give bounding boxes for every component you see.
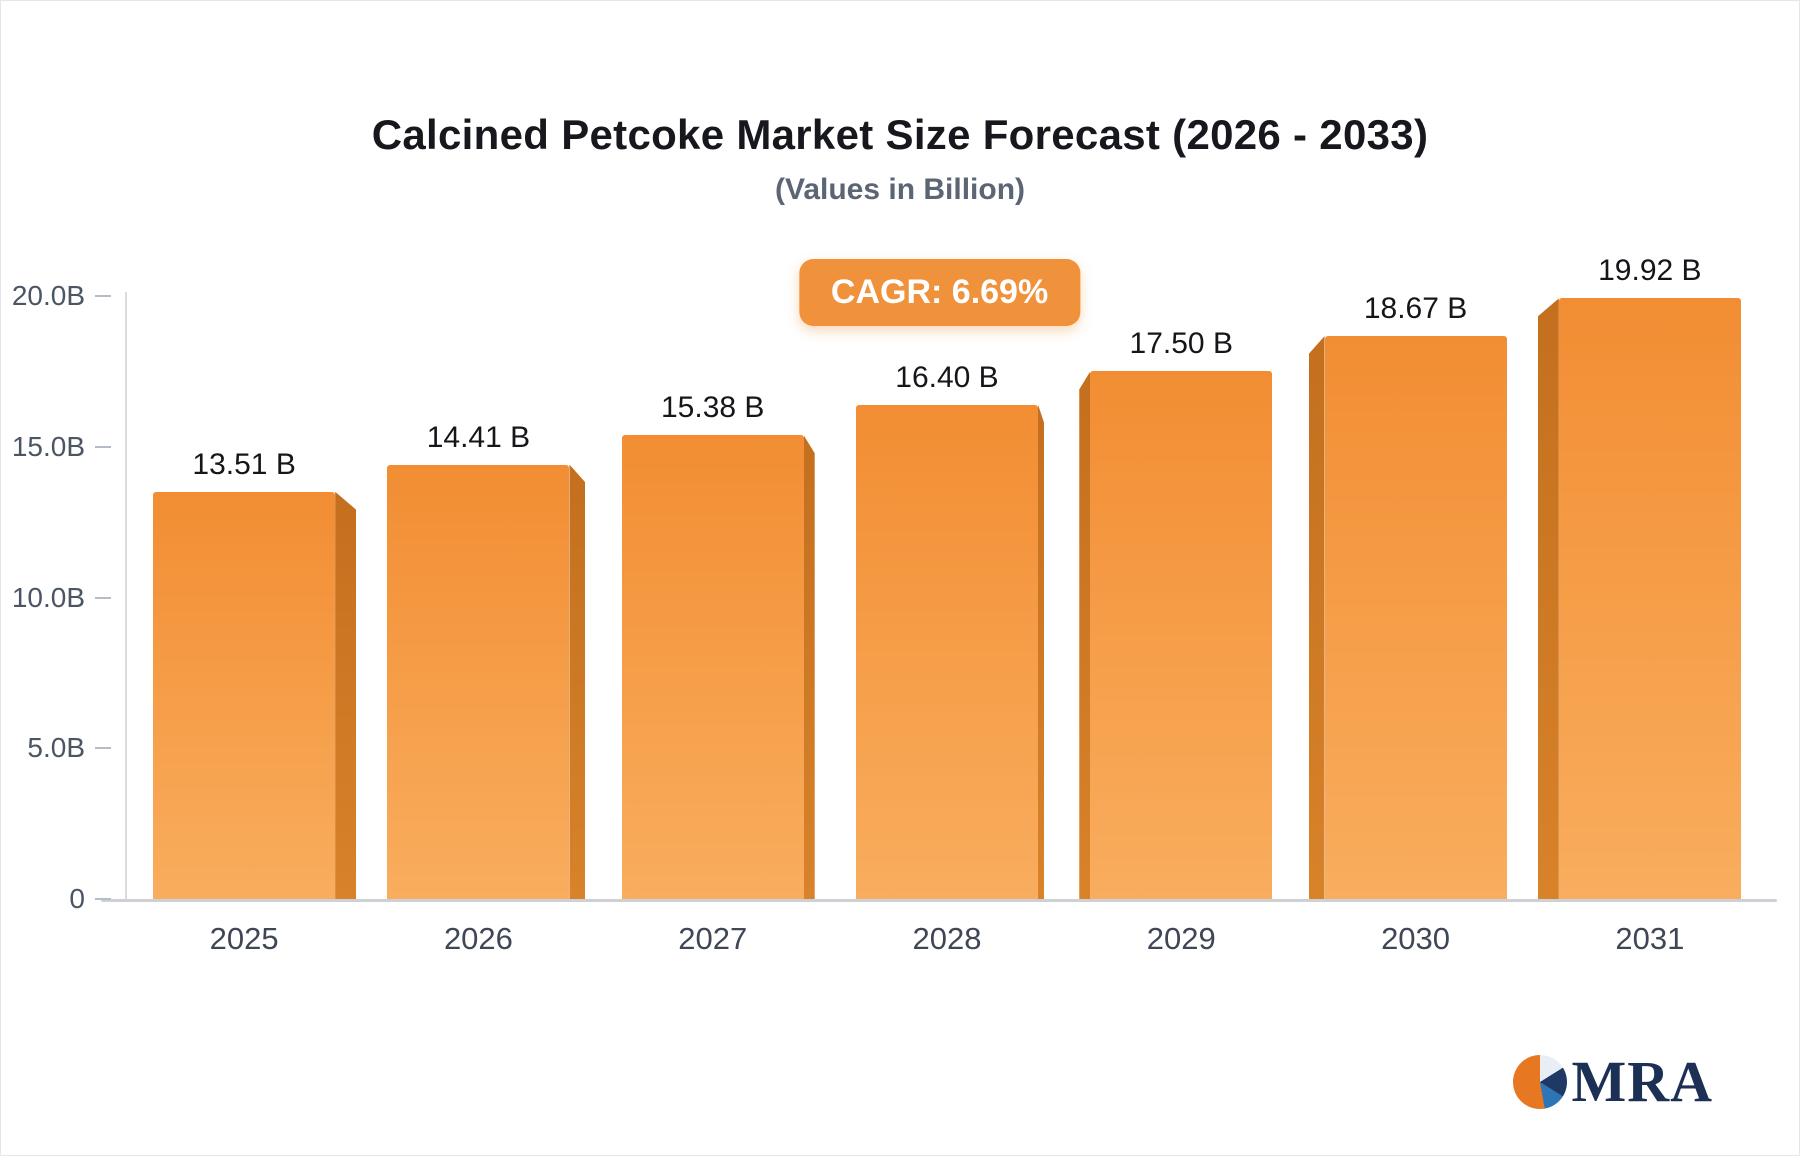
bar	[387, 464, 586, 899]
bar-side-face	[1308, 336, 1325, 899]
bars-container: 13.51 B 14.41 B 15.38 B 16.40 B 17.50 B 18.67…	[127, 254, 1767, 899]
bar	[621, 435, 815, 899]
mra-logo-text: MRA	[1571, 1049, 1713, 1114]
y-tick-mark	[95, 596, 111, 599]
bar-value-label: 17.50 B	[1129, 327, 1233, 361]
mra-pie-icon	[1513, 1055, 1568, 1109]
y-tick-label: 15.0B	[11, 430, 85, 462]
bar-slot: 17.50 B	[1064, 296, 1298, 899]
bar-slot: 13.51 B	[127, 296, 361, 899]
y-tick-label: 10.0B	[11, 581, 85, 613]
cagr-badge: CAGR: 6.69%	[798, 259, 1081, 326]
x-axis-label: 2027	[678, 921, 748, 956]
x-axis-label: 2029	[1146, 921, 1216, 956]
y-tick-mark	[95, 445, 111, 448]
bar-slot: 14.41 B	[361, 296, 595, 899]
x-axis-labels: 2025 2026 2027 2028 2029 2030 2031	[127, 921, 1767, 957]
bar-side-face	[1037, 404, 1044, 899]
mra-logo: MRA	[1513, 1053, 1713, 1111]
bar	[153, 491, 357, 899]
x-axis-line	[101, 899, 1777, 902]
bar-value-label: 15.38 B	[660, 391, 765, 425]
bar-value-label: 13.51 B	[192, 447, 296, 481]
bar-value-label: 18.67 B	[1363, 292, 1468, 326]
cagr-badge-label: CAGR: 6.69%	[830, 273, 1049, 311]
bar-value-label: 14.41 B	[426, 420, 531, 454]
bar-side-face	[1537, 298, 1559, 899]
x-axis-label: 2028	[912, 921, 982, 956]
bar-slot: 16.40 B	[830, 296, 1064, 899]
y-axis-line	[125, 292, 127, 899]
bar-side-face	[803, 435, 815, 899]
bar-slot: 15.38 B	[596, 296, 830, 899]
chart-title: Calcined Petcoke Market Size Forecast (2…	[371, 111, 1429, 158]
bar	[855, 404, 1044, 899]
bar	[1079, 371, 1273, 899]
y-tick-label: 0	[69, 883, 85, 914]
x-axis-label: 2031	[1615, 921, 1685, 956]
y-tick: 0	[1, 883, 111, 915]
x-axis-label: 2026	[443, 921, 513, 956]
y-tick: 10.0B	[1, 581, 111, 614]
bar-slot: 18.67 B	[1298, 292, 1532, 899]
bar-side-face	[335, 491, 357, 899]
bar	[1308, 336, 1507, 899]
bar	[1537, 298, 1741, 899]
y-tick-label: 20.0B	[11, 280, 85, 311]
y-tick-mark	[95, 747, 111, 750]
plot-area: 20.0B 15.0B 10.0B 5.0B 0 13.51 B 14.41 B 15.38…	[12, 254, 1777, 956]
bar-value-label: 16.40 B	[895, 360, 999, 394]
x-axis-label: 2030	[1381, 921, 1451, 956]
x-axis-label: 2025	[209, 921, 279, 956]
y-tick-label: 5.0B	[27, 732, 85, 764]
y-tick: 20.0B	[1, 280, 111, 312]
y-tick: 15.0B	[1, 430, 111, 463]
y-tick: 5.0B	[1, 732, 111, 764]
chart-subtitle: (Values in Billion)	[774, 173, 1026, 206]
y-tick-mark	[95, 898, 111, 900]
y-tick-mark	[95, 295, 111, 297]
bar-value-label: 19.92 B	[1598, 254, 1702, 288]
bar-side-face	[1079, 371, 1091, 899]
bar-side-face	[569, 464, 586, 899]
bar-slot: 19.92 B	[1533, 254, 1767, 899]
